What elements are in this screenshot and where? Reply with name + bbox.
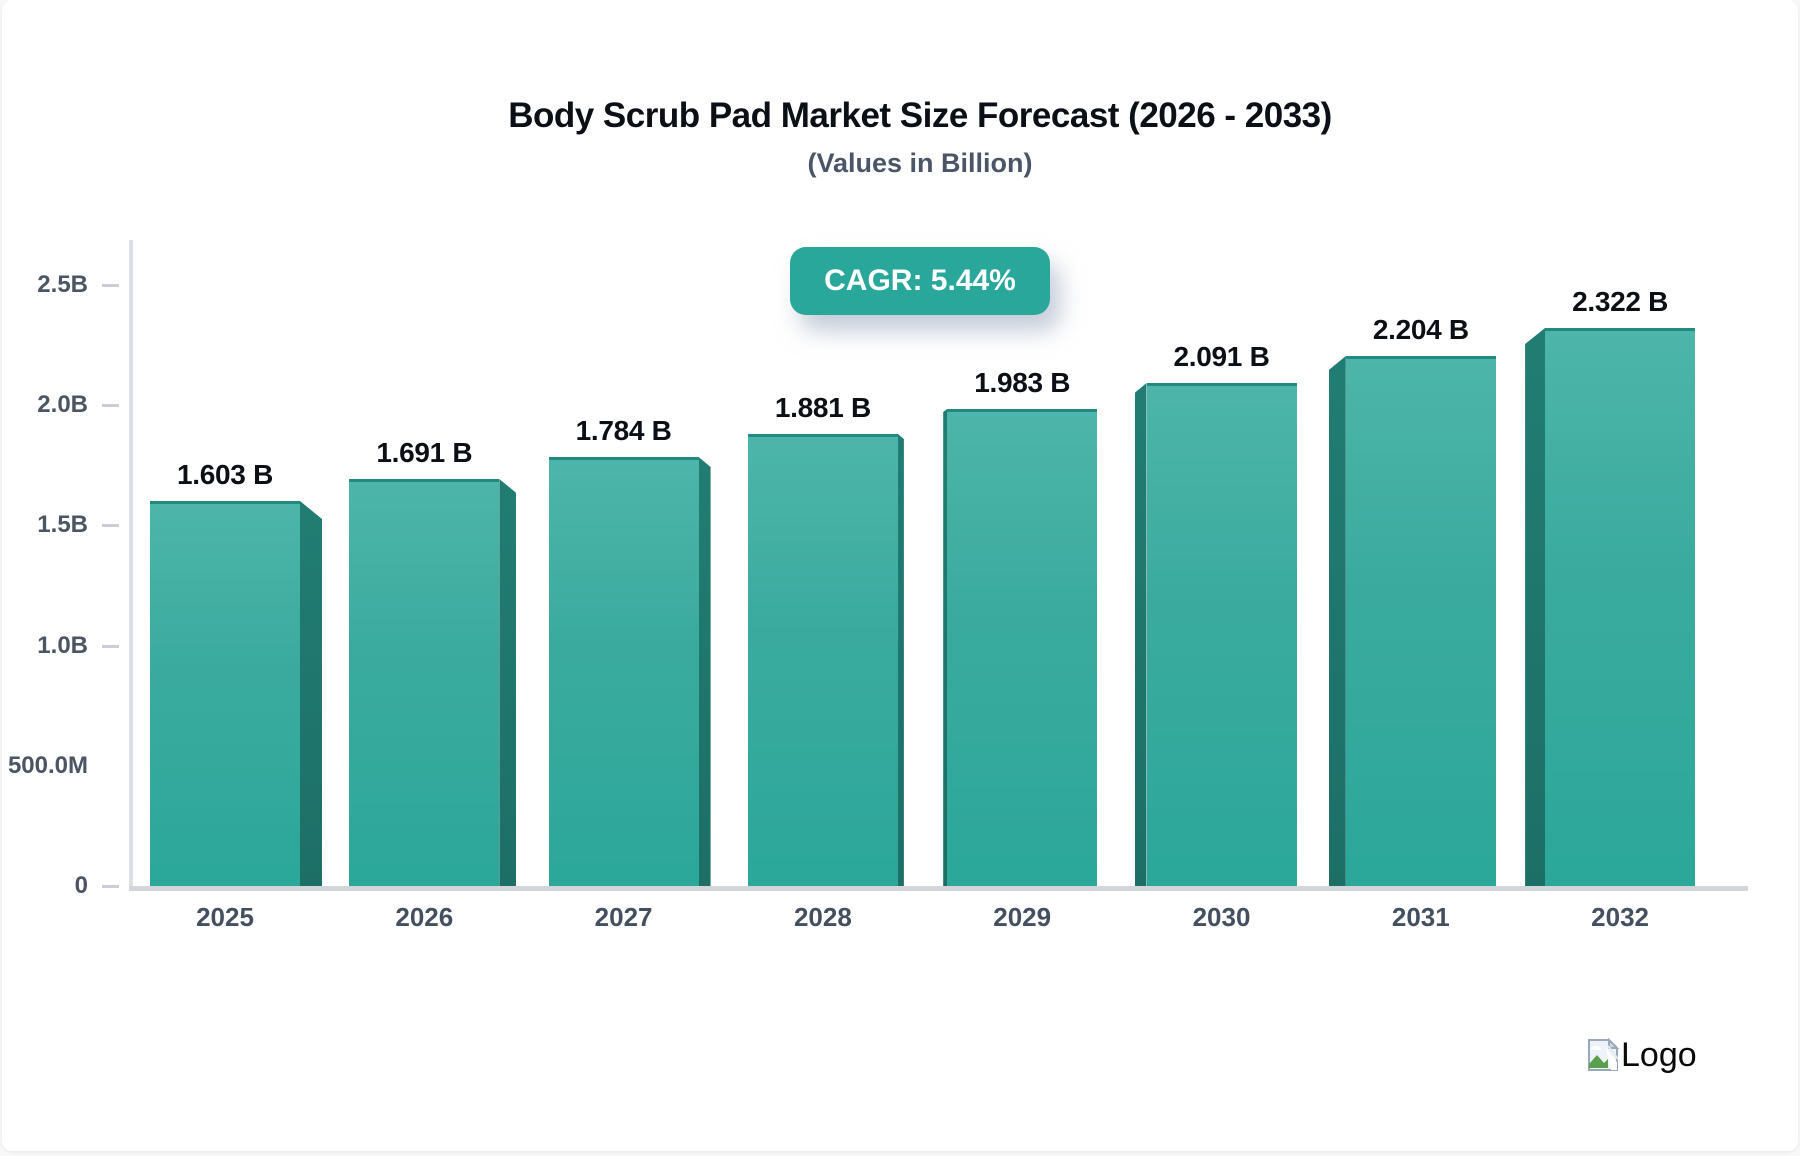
bar-2027[interactable]	[548, 457, 699, 886]
bar-value-label: 2.204 B	[1372, 314, 1469, 345]
x-axis-label: 2028	[793, 902, 852, 932]
y-tick-label: 2.0B	[37, 391, 88, 419]
x-axis-label: 2030	[1192, 902, 1251, 932]
bar-2030[interactable]	[1146, 383, 1297, 886]
bar-side-panel	[1328, 356, 1346, 886]
bar-value-label: 1.691 B	[376, 437, 473, 468]
logo-alt-text: Logo	[1621, 1036, 1697, 1074]
bar-value-label: 1.881 B	[774, 392, 871, 423]
y-tick-label: 1.5B	[37, 511, 88, 539]
cagr-badge: CAGR: 5.44%	[790, 247, 1050, 315]
y-tick-dash	[102, 524, 119, 528]
x-axis-label: 2031	[1391, 902, 1450, 932]
x-axis-label: 2032	[1591, 902, 1650, 932]
y-tick-label: 1.0B	[37, 631, 88, 659]
chart-subtitle: (Values in Billion)	[807, 148, 1033, 178]
y-tick-dash	[102, 284, 119, 287]
bar-2031[interactable]	[1345, 356, 1496, 886]
bar-value-label: 1.983 B	[974, 367, 1071, 398]
y-tick-label: 0	[74, 872, 88, 899]
bar-value-label: 1.784 B	[575, 415, 672, 446]
y-tick-dash	[102, 404, 119, 408]
logo: Logo	[1586, 1038, 1697, 1072]
bar-value-label: 1.603 B	[177, 459, 273, 490]
bar-side-panel	[897, 434, 904, 886]
bar-2028[interactable]	[747, 434, 898, 886]
badge-row: CAGR: 5.44%	[40, 247, 1800, 315]
bar-side-panel	[943, 409, 948, 886]
broken-image-icon	[1588, 1038, 1620, 1071]
bar-2026[interactable]	[349, 479, 500, 886]
bar-2025[interactable]	[150, 501, 300, 886]
bar-side-panel	[698, 457, 711, 886]
x-axis-label: 2026	[395, 902, 454, 932]
y-tick-dash	[102, 885, 119, 888]
y-axis-line	[129, 240, 133, 891]
x-axis-label: 2029	[993, 902, 1052, 932]
bar-side-panel	[1134, 383, 1147, 886]
y-tick-label: 2.5B	[37, 271, 88, 298]
y-tick-dash	[102, 644, 119, 648]
x-axis-label: 2025	[196, 902, 254, 932]
x-axis-label: 2027	[594, 902, 653, 932]
bar-2032[interactable]	[1545, 328, 1696, 886]
bar-value-label: 2.091 B	[1173, 341, 1270, 372]
chart-title: Body Scrub Pad Market Size Forecast (202…	[508, 96, 1332, 135]
bar-side-panel	[300, 501, 322, 886]
bar-2029[interactable]	[947, 409, 1098, 886]
bar-side-panel	[499, 479, 517, 886]
x-axis-baseline	[129, 886, 1748, 891]
bar-value-label: 2.322 B	[1572, 286, 1669, 317]
y-tick-label: 500.0M	[7, 751, 88, 779]
bar-side-panel	[1525, 328, 1546, 886]
